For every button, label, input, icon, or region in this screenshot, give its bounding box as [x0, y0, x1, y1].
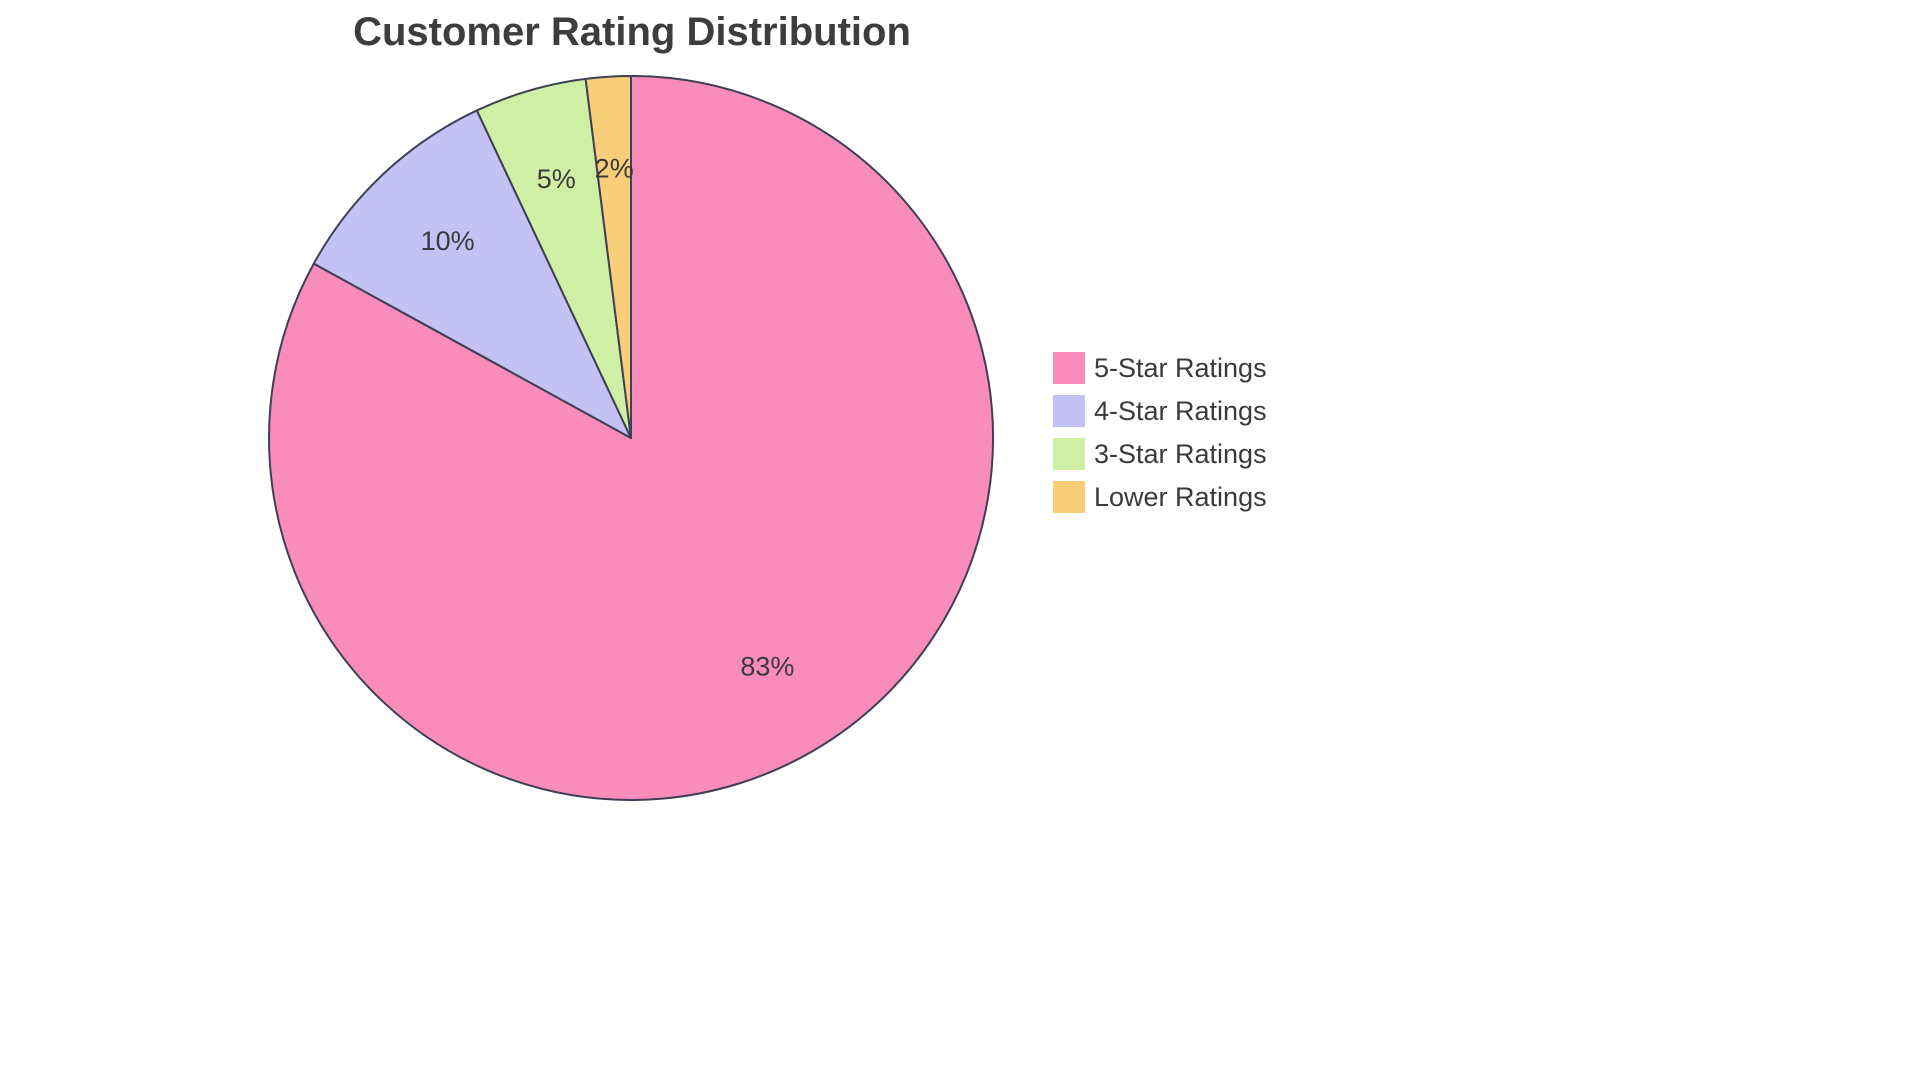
pie-slice-percent-label: 10% — [421, 226, 475, 256]
pie-slice-lower-ratings[interactable] — [584, 74, 632, 439]
legend-swatch — [1053, 438, 1085, 470]
legend-label: 3-Star Ratings — [1094, 438, 1267, 469]
legend-item-3-star-ratings[interactable]: 3-Star Ratings — [1053, 438, 1267, 470]
legend-swatch — [1053, 395, 1085, 427]
legend-label: Lower Ratings — [1094, 481, 1267, 512]
legend-item-4-star-ratings[interactable]: 4-Star Ratings — [1053, 395, 1267, 427]
chart-title: Customer Rating Distribution — [353, 10, 911, 54]
legend-swatch — [1053, 352, 1085, 384]
legend: 5-Star Ratings 4-Star Ratings 3-Star Ratin… — [1053, 352, 1267, 524]
legend-label: 5-Star Ratings — [1094, 352, 1267, 383]
pie-slice-4-star-ratings[interactable] — [312, 109, 632, 439]
pie-slice-percent-label: 83% — [740, 652, 794, 682]
legend-item-5-star-ratings[interactable]: 5-Star Ratings — [1053, 352, 1267, 384]
legend-item-lower-ratings[interactable]: Lower Ratings — [1053, 481, 1267, 513]
legend-label: 4-Star Ratings — [1094, 395, 1267, 426]
pie-slice-percent-label: 5% — [537, 164, 576, 194]
pie-slice-percent-label: 2% — [595, 154, 634, 184]
legend-swatch — [1053, 481, 1085, 513]
